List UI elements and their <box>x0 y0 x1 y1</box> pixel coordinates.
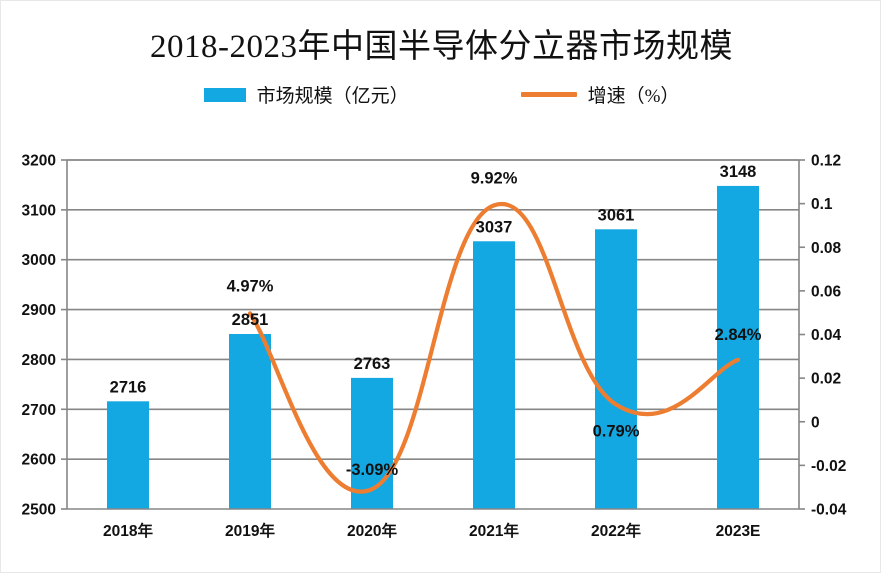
line-series <box>247 201 741 494</box>
bar[interactable] <box>473 241 515 509</box>
axis-tick-marks <box>61 159 805 510</box>
right-axis-tick-label: 0.08 <box>811 240 842 257</box>
bar[interactable] <box>107 401 149 509</box>
bar-value-label: 2851 <box>232 311 269 329</box>
left-axis-tick-label: 3000 <box>22 252 56 269</box>
legend-item-growth-rate[interactable]: 增速（%） <box>520 81 680 108</box>
line-value-label: 9.92% <box>471 169 518 187</box>
left-axis-tick-label: 3200 <box>22 153 56 170</box>
left-axis-tick-label: 2900 <box>22 302 56 319</box>
left-axis-labels: 2500 2600 2700 2800 2900 3000 3100 3200 <box>22 153 56 519</box>
right-axis-labels: -0.04 -0.02 0 0.02 0.04 0.06 0.08 0.1 0.12 <box>811 153 847 519</box>
category-label: 2021年 <box>469 521 519 540</box>
chart-legend: 市场规模（亿元） 增速（%） <box>1 81 880 108</box>
line-value-label: -3.09% <box>346 461 399 479</box>
bar[interactable] <box>595 229 637 509</box>
right-axis-tick-label: 0.06 <box>811 283 842 300</box>
bar-value-label: 3148 <box>720 163 757 181</box>
right-axis-tick-label: -0.02 <box>811 458 846 475</box>
right-axis-tick-label: 0.1 <box>811 196 833 213</box>
line-value-label: 2.84% <box>715 326 762 344</box>
left-axis-tick-label: 3100 <box>22 202 56 219</box>
chart-title: 2018-2023年中国半导体分立器市场规模 <box>150 29 733 65</box>
category-label: 2019年 <box>225 521 275 540</box>
gridlines <box>67 159 799 460</box>
category-label: 2022年 <box>591 521 641 540</box>
line-swatch-icon <box>520 92 577 97</box>
right-axis-tick-label: 0.04 <box>811 327 842 344</box>
right-axis-tick-label: 0.12 <box>811 153 841 170</box>
right-axis-tick-label: -0.04 <box>811 502 847 519</box>
bar-value-label: 3037 <box>476 218 513 236</box>
bar[interactable] <box>229 334 271 509</box>
axis-frame <box>66 159 800 510</box>
bar-value-label: 3061 <box>598 206 635 224</box>
bar-value-label: 2763 <box>354 355 391 373</box>
right-axis-tick-label: 0 <box>811 414 820 431</box>
line-value-label: 0.79% <box>593 423 640 441</box>
bar-value-labels: 2716 2851 2763 3037 3061 3148 <box>110 163 757 396</box>
bar-swatch-icon <box>203 87 246 102</box>
bar-series <box>107 185 759 509</box>
legend-label-market-size: 市场规模（亿元） <box>256 86 409 107</box>
left-axis-tick-label: 2700 <box>22 402 56 419</box>
bar-value-label: 2716 <box>110 378 147 396</box>
line-value-label: 4.97% <box>227 277 274 295</box>
left-axis-tick-label: 2500 <box>22 502 56 519</box>
category-label: 2020年 <box>347 521 397 540</box>
bar[interactable] <box>717 185 759 509</box>
category-label: 2023E <box>716 523 761 540</box>
legend-label-growth-rate: 增速（%） <box>587 86 680 107</box>
left-axis-tick-label: 2800 <box>22 352 56 369</box>
legend-item-market-size[interactable]: 市场规模（亿元） <box>203 81 409 108</box>
right-axis-tick-label: 0.02 <box>811 371 841 388</box>
category-label: 2018年 <box>103 521 153 540</box>
growth-rate-line[interactable] <box>247 201 741 494</box>
left-axis-tick-label: 2600 <box>22 452 56 469</box>
category-axis-labels: 2018年 2019年 2020年 2021年 2022年 2023E <box>103 521 760 540</box>
line-value-labels: 4.97% -3.09% 9.92% 0.79% 2.84% <box>227 169 762 479</box>
